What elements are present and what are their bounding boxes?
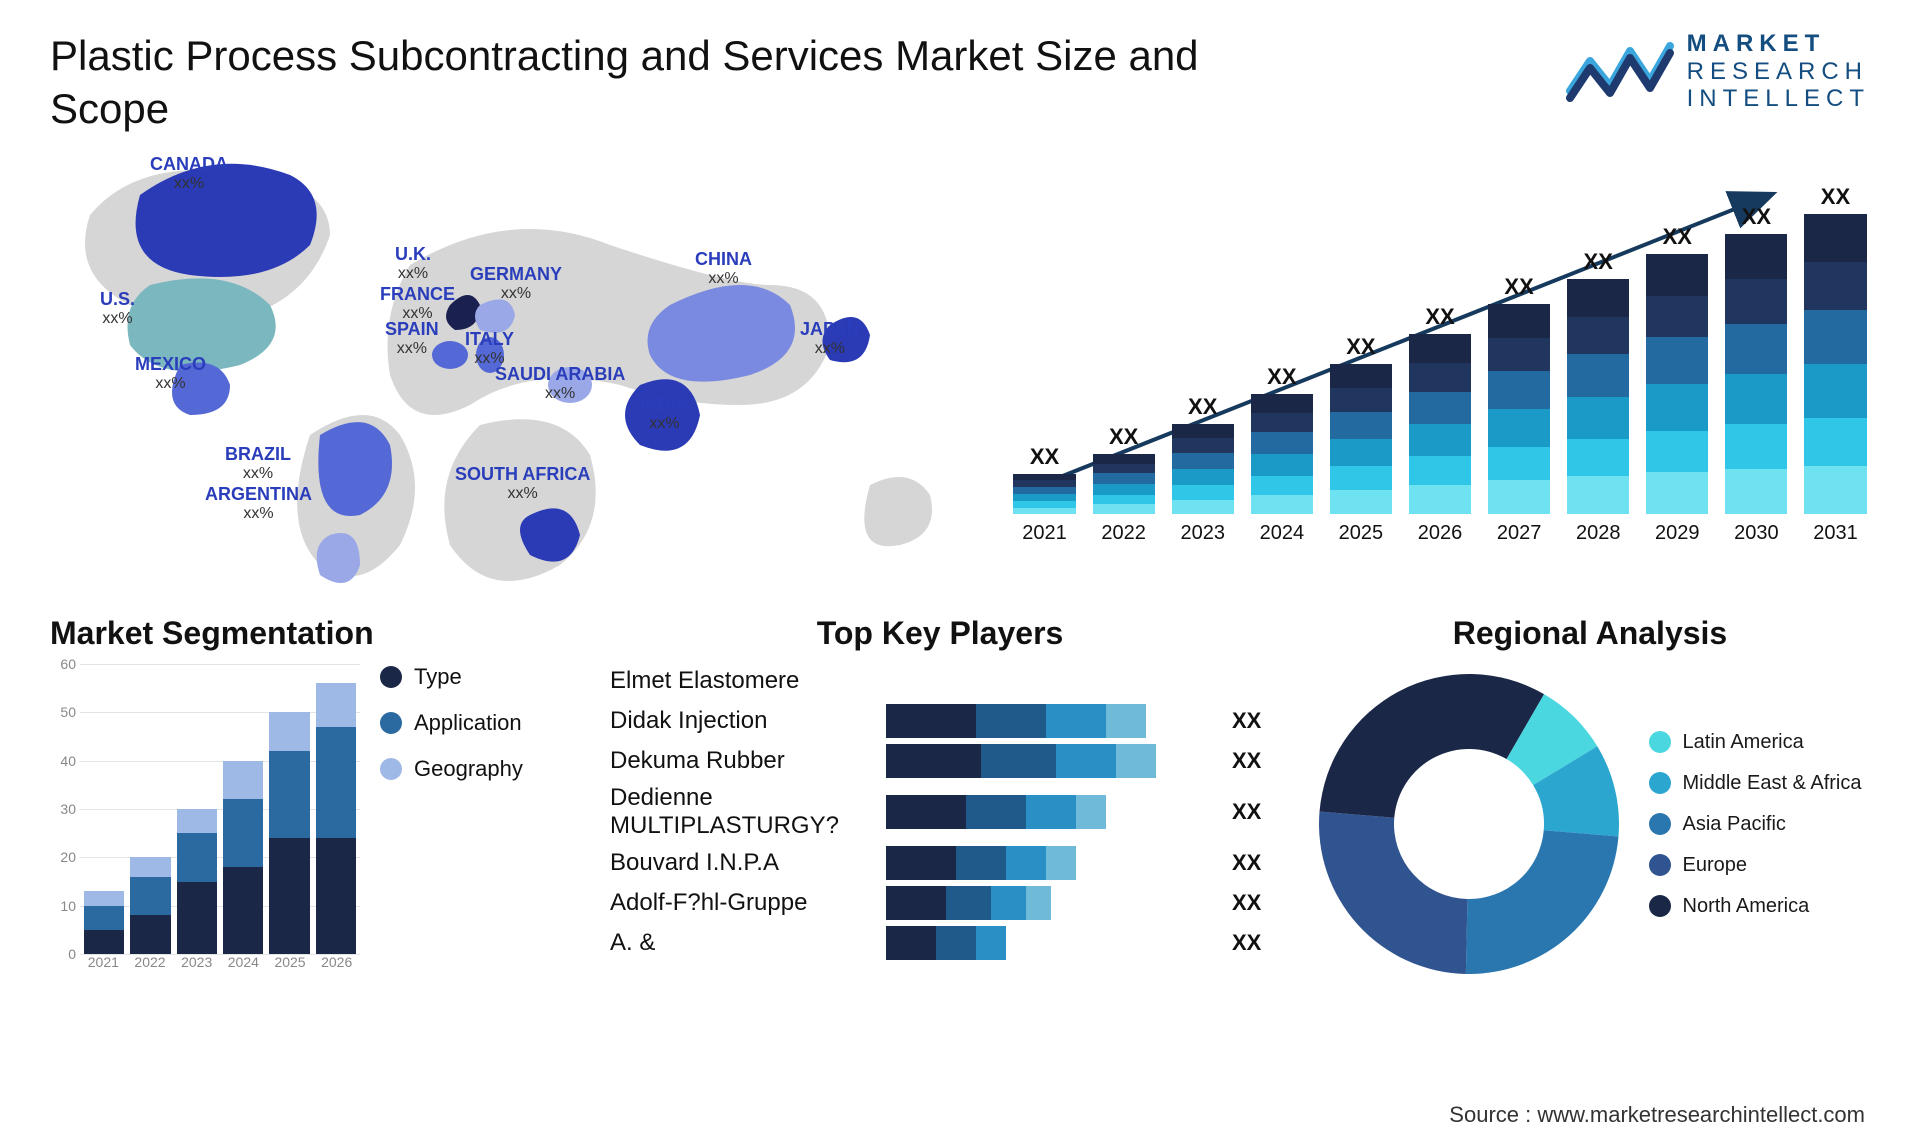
map-callout: CANADAxx% xyxy=(150,155,228,192)
donut-slice xyxy=(1465,830,1618,974)
map-callout: GERMANYxx% xyxy=(470,265,562,302)
page-title: Plastic Process Subcontracting and Servi… xyxy=(50,30,1200,135)
growth-bar: XX2026 xyxy=(1405,304,1474,545)
regional-title: Regional Analysis xyxy=(1453,615,1727,652)
growth-bar: XX2031 xyxy=(1801,184,1870,545)
map-callout: JAPANxx% xyxy=(800,320,860,357)
growth-bar: XX2028 xyxy=(1564,249,1633,545)
players-panel: Top Key Players Elmet Elastomere Didak In… xyxy=(610,615,1270,984)
legend-item: Application xyxy=(380,710,523,736)
player-row: A. &XX xyxy=(610,926,1270,960)
legend-item: Geography xyxy=(380,756,523,782)
player-row: Dedienne MULTIPLASTURGY?XX xyxy=(610,784,1270,840)
segmentation-bar xyxy=(223,761,263,954)
legend-item: Asia Pacific xyxy=(1649,813,1862,836)
growth-bar: XX2024 xyxy=(1247,364,1316,545)
map-callout: U.K.xx% xyxy=(395,245,431,282)
segmentation-bar xyxy=(177,809,217,954)
growth-bar: XX2030 xyxy=(1722,204,1791,545)
players-title: Top Key Players xyxy=(610,615,1270,652)
legend-item: Latin America xyxy=(1649,731,1862,754)
world-map: CANADAxx% U.S.xx%MEXICOxx% BRAZILxx%ARGENT… xyxy=(50,155,970,585)
logo-text-2: RESEARCH xyxy=(1687,58,1870,86)
regional-panel: Regional Analysis Latin America Middle Ea… xyxy=(1310,615,1870,984)
regional-legend: Latin America Middle East & Africa Asia Pa… xyxy=(1649,731,1862,918)
map-callout: FRANCExx% xyxy=(380,285,455,322)
logo-text-1: MARKET xyxy=(1687,30,1870,58)
segmentation-bar xyxy=(130,857,170,954)
map-callout: MEXICOxx% xyxy=(135,355,206,392)
growth-bar: XX2022 xyxy=(1089,424,1158,545)
map-callout: BRAZILxx% xyxy=(225,445,291,482)
segmentation-bar xyxy=(84,891,124,954)
segmentation-bar xyxy=(269,712,309,954)
growth-chart: XX2021XX2022XX2023XX2024XX2025XX2026XX20… xyxy=(1010,155,1870,585)
map-callout: SAUDI ARABIAxx% xyxy=(495,365,625,402)
player-row: Bouvard I.N.P.AXX xyxy=(610,846,1270,880)
player-row: Dekuma RubberXX xyxy=(610,744,1270,778)
map-callout: U.S.xx% xyxy=(100,290,135,327)
legend-item: Europe xyxy=(1649,854,1862,877)
source-text: Source : www.marketresearchintellect.com xyxy=(1449,1102,1865,1128)
growth-bar: XX2027 xyxy=(1485,274,1554,545)
regional-donut-chart xyxy=(1319,674,1619,974)
growth-bar: XX2029 xyxy=(1643,224,1712,545)
legend-item: Middle East & Africa xyxy=(1649,772,1862,795)
map-callout: SOUTH AFRICAxx% xyxy=(455,465,590,502)
player-row: Elmet Elastomere xyxy=(610,664,1270,698)
map-callout: INDIAxx% xyxy=(640,395,689,432)
player-row: Adolf-F?hl-GruppeXX xyxy=(610,886,1270,920)
growth-bar: XX2021 xyxy=(1010,444,1079,545)
map-callout: ITALYxx% xyxy=(465,330,514,367)
segmentation-title: Market Segmentation xyxy=(50,615,570,652)
segmentation-panel: Market Segmentation 0102030405060 202120… xyxy=(50,615,570,984)
map-callout: ARGENTINAxx% xyxy=(205,485,312,522)
logo-text-3: INTELLECT xyxy=(1687,85,1870,113)
donut-slice xyxy=(1319,811,1467,974)
segmentation-chart: 0102030405060 202120222023202420252026 xyxy=(50,664,360,984)
segmentation-bar xyxy=(316,683,356,954)
growth-bar: XX2023 xyxy=(1168,394,1237,545)
map-callout: CHINAxx% xyxy=(695,250,752,287)
legend-item: North America xyxy=(1649,895,1862,918)
map-callout: SPAINxx% xyxy=(385,320,439,357)
donut-slice xyxy=(1319,674,1543,818)
brand-logo: MARKET RESEARCH INTELLECT xyxy=(1565,30,1870,113)
growth-bar: XX2025 xyxy=(1326,334,1395,545)
legend-item: Type xyxy=(380,664,523,690)
segmentation-legend: Type Application Geography xyxy=(380,664,523,984)
player-row: Didak InjectionXX xyxy=(610,704,1270,738)
logo-mark-icon xyxy=(1565,36,1675,106)
